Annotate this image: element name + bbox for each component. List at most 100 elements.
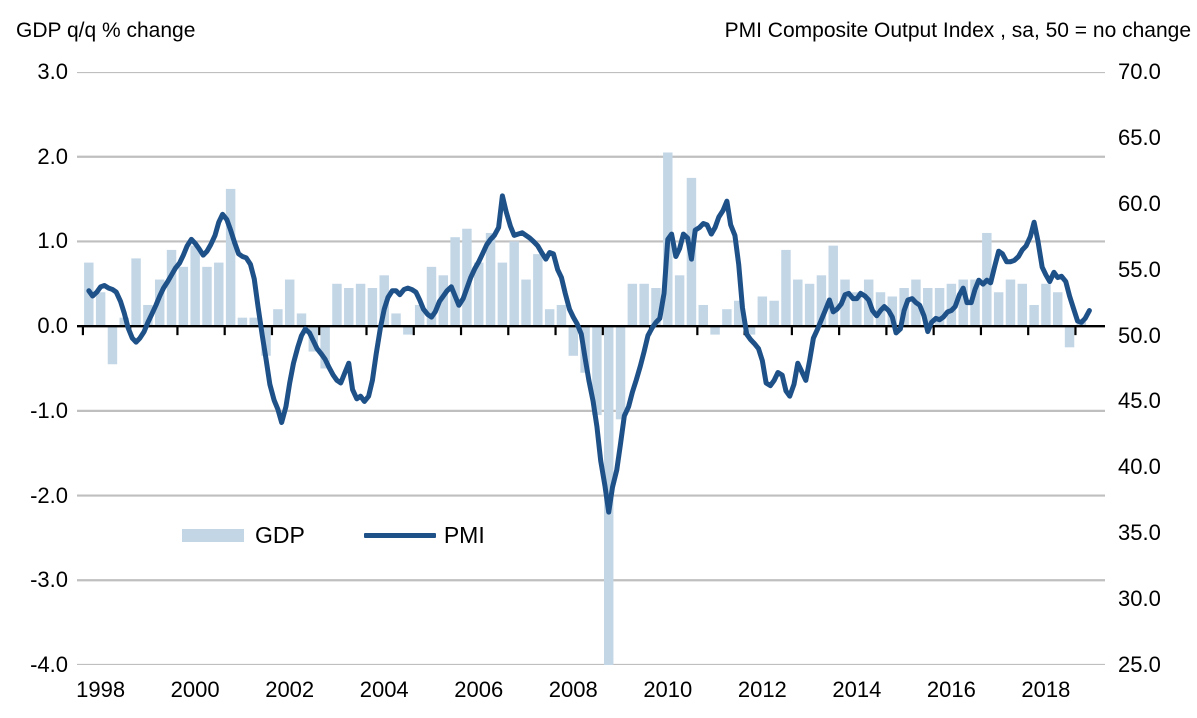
gdp-bar bbox=[710, 326, 720, 335]
left-axis-tick-label: 1.0 bbox=[37, 228, 68, 254]
gdp-bar bbox=[249, 317, 259, 327]
x-axis-tick-label: 2014 bbox=[832, 677, 882, 702]
right-axis-tick-label: 55.0 bbox=[1118, 256, 1161, 282]
gdp-bar bbox=[178, 266, 189, 327]
gdp-bar bbox=[958, 279, 968, 327]
left-axis-tick-label: -1.0 bbox=[30, 397, 68, 423]
gdp-bar bbox=[344, 288, 354, 327]
gdp-bar bbox=[131, 258, 141, 327]
gdp-bar bbox=[946, 283, 957, 327]
x-axis-tick-label: 2008 bbox=[548, 677, 598, 702]
gdp-bar bbox=[745, 326, 756, 335]
legend-label-pmi: PMI bbox=[443, 522, 485, 548]
x-axis-tick-label: 1998 bbox=[76, 677, 126, 702]
gdp-bar bbox=[639, 283, 649, 327]
gdp-bar bbox=[261, 326, 271, 356]
gdp-bar bbox=[993, 292, 1004, 327]
left-axis-tick-label: 0.0 bbox=[37, 313, 68, 339]
gdp-bar bbox=[462, 228, 472, 327]
gdp-bar bbox=[214, 262, 224, 327]
gdp-bar bbox=[497, 262, 508, 327]
gdp-bar bbox=[627, 283, 638, 327]
chart-canvas bbox=[77, 72, 1105, 665]
gdp-bar bbox=[414, 304, 425, 327]
gdp-bar bbox=[225, 188, 236, 327]
gdp-bar bbox=[556, 304, 567, 327]
right-axis-tick-label: 65.0 bbox=[1118, 124, 1161, 150]
right-axis-tick-label: 60.0 bbox=[1118, 190, 1161, 216]
x-axis-tick-label: 2000 bbox=[170, 677, 220, 702]
gdp-bar bbox=[698, 304, 708, 327]
gdp-bar bbox=[970, 279, 980, 327]
gdp-bar bbox=[320, 326, 330, 369]
gdp-bar bbox=[391, 313, 401, 327]
gdp-bar bbox=[533, 254, 543, 327]
gdp-bar bbox=[202, 266, 212, 327]
gdp-bar-group bbox=[84, 152, 1087, 665]
gdp-bar bbox=[450, 237, 460, 327]
left-axis-title: GDP q/q % change bbox=[16, 19, 196, 42]
gdp-bar bbox=[379, 275, 389, 327]
right-axis-tick-label: 40.0 bbox=[1118, 454, 1161, 480]
legend-swatch-gdp-bar bbox=[182, 529, 244, 542]
left-axis-tick-label: 3.0 bbox=[37, 59, 68, 84]
x-axis-tick-label: 2018 bbox=[1021, 677, 1071, 702]
gdp-bar bbox=[237, 317, 248, 327]
gdp-bar bbox=[592, 326, 602, 416]
gdp-bar bbox=[781, 249, 791, 327]
plot-area bbox=[77, 72, 1105, 665]
gdp-bar bbox=[651, 288, 661, 327]
left-axis-tick-label: -2.0 bbox=[30, 482, 68, 508]
left-axis-tick-label: -4.0 bbox=[30, 652, 68, 677]
pmi-line bbox=[86, 193, 1092, 515]
gdp-bar bbox=[544, 309, 555, 327]
gdp-bar bbox=[674, 275, 685, 327]
right-axis-tick-label: 25.0 bbox=[1118, 652, 1161, 677]
legend-label-gdp: GDP bbox=[255, 522, 305, 548]
gdp-bar bbox=[296, 313, 307, 327]
gdp-bar bbox=[1053, 292, 1063, 327]
gdp-bar bbox=[355, 283, 366, 327]
legend-entry-pmi: PMI bbox=[363, 522, 485, 548]
gdp-bar bbox=[568, 326, 579, 356]
gdp-bar bbox=[1005, 279, 1016, 327]
right-axis-title: PMI Composite Output Index , sa, 50 = no… bbox=[724, 19, 1191, 42]
gdp-bar bbox=[934, 288, 945, 327]
gdp-bar bbox=[367, 288, 378, 327]
gdp-bar bbox=[107, 326, 118, 365]
gdp-bar bbox=[793, 279, 803, 327]
gdp-bar bbox=[757, 296, 768, 327]
gdp-bar bbox=[284, 279, 295, 327]
gdp-bar bbox=[143, 304, 153, 327]
x-axis-tick-label: 2012 bbox=[737, 677, 787, 702]
gdp-bar bbox=[816, 275, 827, 327]
legend-entry-gdp: GDP bbox=[182, 524, 305, 547]
right-axis-tick-label: 30.0 bbox=[1118, 586, 1161, 612]
gdp-bar bbox=[1064, 326, 1075, 348]
gdp-bar bbox=[852, 292, 862, 327]
gdp-bar bbox=[332, 283, 342, 327]
gdp-bar bbox=[804, 283, 815, 327]
left-axis-tick-label: -3.0 bbox=[30, 567, 68, 593]
gdp-bar bbox=[615, 326, 626, 420]
gdp-bar bbox=[509, 241, 519, 327]
gdp-bar bbox=[840, 279, 850, 327]
gdp-bar bbox=[485, 232, 496, 327]
right-axis-tick-label: 35.0 bbox=[1118, 520, 1161, 546]
right-axis-tick-label: 70.0 bbox=[1118, 59, 1161, 84]
gdp-bar bbox=[438, 275, 449, 327]
x-axis-tick-label: 2004 bbox=[359, 677, 409, 702]
gdp-bar bbox=[733, 300, 744, 327]
gdp-bar bbox=[154, 279, 165, 327]
gdp-bar bbox=[1041, 283, 1051, 327]
left-axis-tick-label: 2.0 bbox=[37, 143, 68, 169]
gdp-bar bbox=[403, 326, 413, 335]
gdp-bar bbox=[474, 262, 484, 327]
x-axis-tick-label: 2006 bbox=[454, 677, 504, 702]
x-axis-tick-label: 2016 bbox=[926, 677, 976, 702]
gdp-bar bbox=[887, 296, 898, 327]
gdp-bar bbox=[1029, 304, 1039, 327]
gdp-bar bbox=[828, 245, 838, 327]
gdp-bar bbox=[521, 279, 531, 327]
